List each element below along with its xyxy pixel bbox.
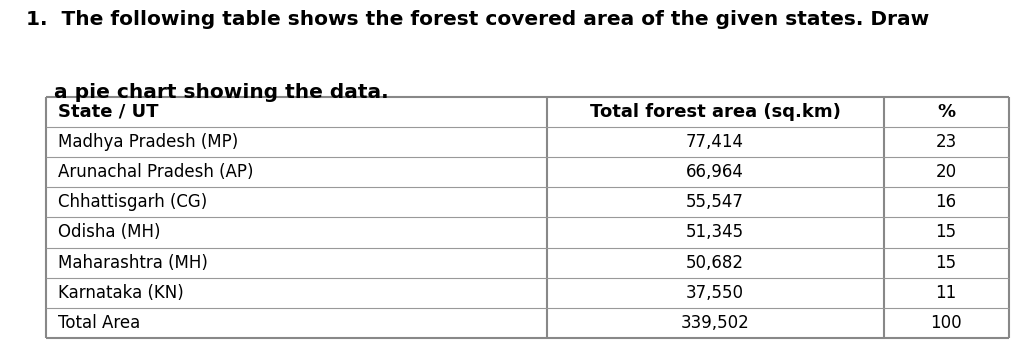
Text: Total Area: Total Area (58, 314, 140, 332)
Text: 37,550: 37,550 (686, 284, 744, 302)
Text: 66,964: 66,964 (686, 163, 744, 181)
Text: 339,502: 339,502 (681, 314, 750, 332)
Text: 20: 20 (936, 163, 956, 181)
Text: Madhya Pradesh (MP): Madhya Pradesh (MP) (58, 133, 239, 151)
Text: 23: 23 (936, 133, 956, 151)
Text: 15: 15 (936, 254, 956, 272)
Text: Odisha (MH): Odisha (MH) (58, 224, 161, 241)
Text: 100: 100 (930, 314, 962, 332)
Text: Maharashtra (MH): Maharashtra (MH) (58, 254, 208, 272)
Text: 16: 16 (936, 193, 956, 211)
Text: Arunachal Pradesh (AP): Arunachal Pradesh (AP) (58, 163, 254, 181)
Text: State / UT: State / UT (58, 103, 159, 121)
Text: 51,345: 51,345 (686, 224, 744, 241)
Text: 1.  The following table shows the forest covered area of the given states. Draw: 1. The following table shows the forest … (26, 10, 929, 29)
Text: 50,682: 50,682 (686, 254, 744, 272)
Text: %: % (937, 103, 955, 121)
Text: Karnataka (KN): Karnataka (KN) (58, 284, 184, 302)
Text: a pie chart showing the data.: a pie chart showing the data. (26, 83, 388, 102)
Text: 55,547: 55,547 (686, 193, 744, 211)
Text: Chhattisgarh (CG): Chhattisgarh (CG) (58, 193, 208, 211)
Text: 11: 11 (936, 284, 956, 302)
Text: Total forest area (sq.km): Total forest area (sq.km) (590, 103, 841, 121)
Text: 77,414: 77,414 (686, 133, 744, 151)
Text: 15: 15 (936, 224, 956, 241)
